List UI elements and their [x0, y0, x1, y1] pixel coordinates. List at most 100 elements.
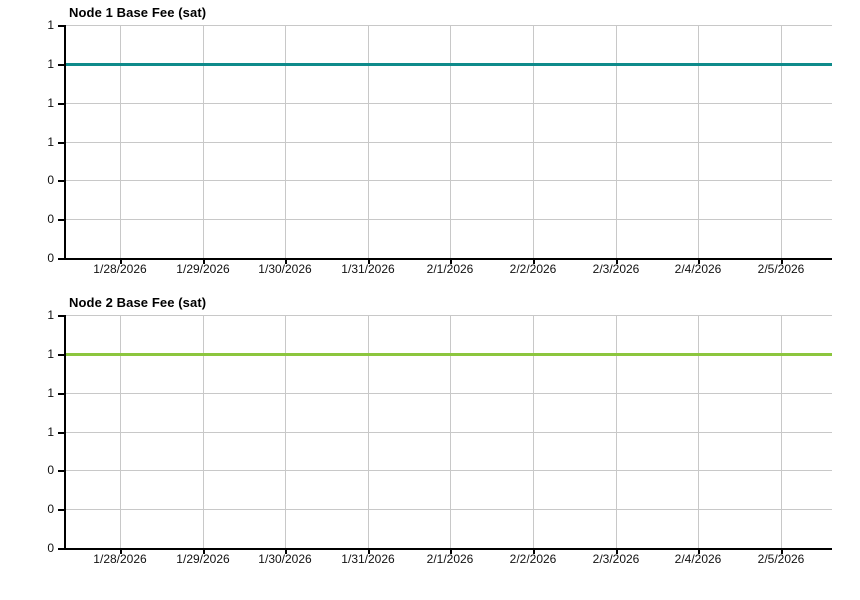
x-axis-tick [698, 258, 700, 264]
x-axis-label: 2/4/2026 [674, 552, 722, 566]
y-axis-line [64, 25, 66, 259]
chart-title: Node 2 Base Fee (sat) [69, 295, 207, 310]
x-axis-line [64, 548, 832, 550]
y-axis-tick [58, 64, 64, 66]
y-axis-label: 0 [47, 541, 54, 555]
x-axis-tick [285, 258, 287, 264]
gridline-horizontal [64, 470, 832, 471]
gridline-vertical [533, 25, 534, 258]
gridline-vertical [616, 25, 617, 258]
x-axis-tick [203, 258, 205, 264]
gridline-vertical [781, 25, 782, 258]
y-axis-tick [58, 219, 64, 221]
y-axis-label: 1 [47, 308, 54, 322]
gridline-vertical [533, 315, 534, 548]
gridline-vertical [203, 25, 204, 258]
gridline-vertical [781, 315, 782, 548]
y-axis-label: 1 [47, 347, 54, 361]
plot-area [64, 25, 832, 259]
gridline-vertical [285, 25, 286, 258]
x-axis-label: 2/5/2026 [757, 262, 805, 276]
gridline-horizontal [64, 393, 832, 394]
gridline-vertical [203, 315, 204, 548]
y-axis-label: 0 [47, 251, 54, 265]
gridline-horizontal [64, 25, 832, 26]
x-axis-tick [533, 548, 535, 554]
x-axis-label: 1/31/2026 [341, 262, 395, 276]
gridline-vertical [450, 25, 451, 258]
node-2-base-fee-chart: Node 2 Base Fee (sat) 1 1 1 1 0 0 0 1/28/2026 1/… [0, 290, 860, 590]
gridline-vertical [285, 315, 286, 548]
x-axis-tick [450, 548, 452, 554]
x-axis-label: 1/29/2026 [176, 262, 230, 276]
x-axis-tick [285, 548, 287, 554]
series-line [64, 63, 832, 66]
gridline-horizontal [64, 509, 832, 510]
x-axis-label: 1/29/2026 [176, 552, 230, 566]
x-axis-tick [203, 548, 205, 554]
x-axis-label: 2/5/2026 [757, 552, 805, 566]
series-line [64, 353, 832, 356]
gridline-vertical [368, 25, 369, 258]
y-axis-label: 1 [47, 425, 54, 439]
y-axis-label: 1 [47, 18, 54, 32]
gridline-vertical [698, 25, 699, 258]
y-axis-tick [58, 103, 64, 105]
x-axis-label: 2/2/2026 [509, 552, 557, 566]
x-axis-tick [616, 258, 618, 264]
y-axis-tick [58, 432, 64, 434]
y-axis-tick [58, 25, 64, 27]
gridline-vertical [616, 315, 617, 548]
x-axis-tick [368, 548, 370, 554]
x-axis-label: 1/30/2026 [258, 262, 312, 276]
x-axis-label: 2/1/2026 [426, 552, 474, 566]
x-axis-label: 1/30/2026 [258, 552, 312, 566]
gridline-horizontal [64, 180, 832, 181]
chart-title: Node 1 Base Fee (sat) [69, 5, 207, 20]
y-axis-label: 0 [47, 212, 54, 226]
y-axis-tick [58, 180, 64, 182]
gridline-horizontal [64, 315, 832, 316]
y-axis-label: 1 [47, 96, 54, 110]
gridline-vertical [120, 315, 121, 548]
gridline-vertical [450, 315, 451, 548]
y-axis-tick [58, 548, 64, 550]
gridline-vertical [368, 315, 369, 548]
x-axis-tick [698, 548, 700, 554]
y-axis-tick [58, 509, 64, 511]
x-axis-label: 1/31/2026 [341, 552, 395, 566]
x-axis-tick [120, 548, 122, 554]
x-axis-label: 2/3/2026 [592, 552, 640, 566]
x-axis-label: 2/2/2026 [509, 262, 557, 276]
node-1-base-fee-chart: Node 1 Base Fee (sat) 1 1 1 1 0 0 0 1/28/2026 1/… [0, 0, 860, 290]
plot-area [64, 315, 832, 549]
x-axis-label: 1/28/2026 [93, 552, 147, 566]
y-axis-label: 0 [47, 463, 54, 477]
y-axis-label: 0 [47, 502, 54, 516]
y-axis-tick [58, 142, 64, 144]
x-axis-line [64, 258, 832, 260]
x-axis-tick [450, 258, 452, 264]
gridline-vertical [120, 25, 121, 258]
gridline-horizontal [64, 219, 832, 220]
x-axis-label: 2/4/2026 [674, 262, 722, 276]
x-axis-tick [616, 548, 618, 554]
y-axis-tick [58, 258, 64, 260]
x-axis-tick [781, 548, 783, 554]
y-axis-label: 1 [47, 135, 54, 149]
x-axis-tick [781, 258, 783, 264]
x-axis-tick [368, 258, 370, 264]
x-axis-tick [533, 258, 535, 264]
y-axis-line [64, 315, 66, 549]
x-axis-tick [120, 258, 122, 264]
gridline-vertical [698, 315, 699, 548]
y-axis-tick [58, 354, 64, 356]
x-axis-label: 2/3/2026 [592, 262, 640, 276]
x-axis-label: 1/28/2026 [93, 262, 147, 276]
x-axis-label: 2/1/2026 [426, 262, 474, 276]
y-axis-label: 1 [47, 57, 54, 71]
gridline-horizontal [64, 103, 832, 104]
y-axis-label: 0 [47, 173, 54, 187]
gridline-horizontal [64, 142, 832, 143]
y-axis-tick [58, 315, 64, 317]
